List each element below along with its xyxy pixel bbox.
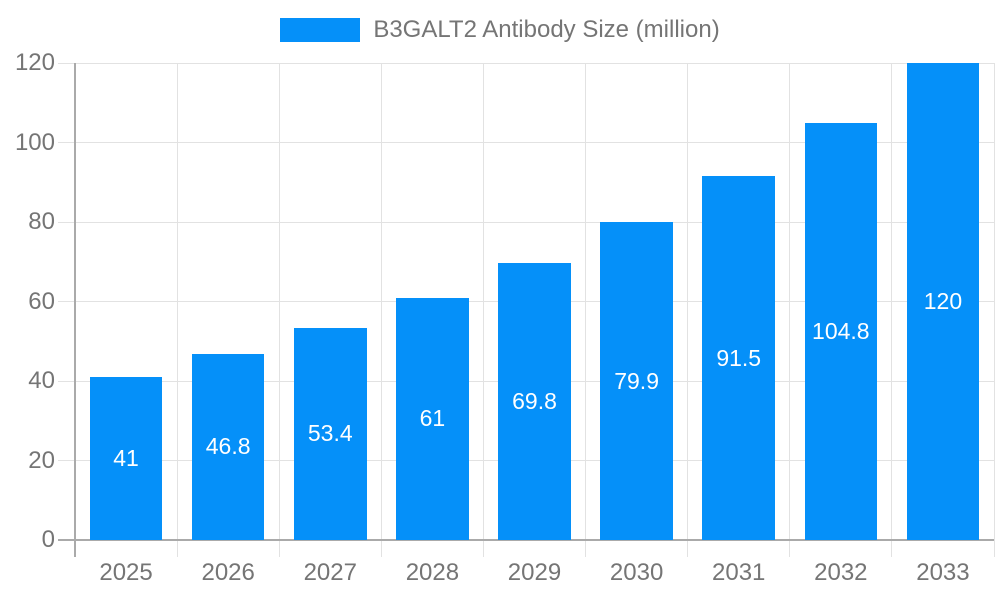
gridline-horizontal [58, 62, 994, 64]
x-axis-line [58, 539, 994, 541]
bar-value-label: 61 [419, 405, 446, 432]
x-axis-label-2031: 2031 [712, 559, 766, 586]
bar-value-label: 41 [113, 445, 139, 471]
bar-value-label: 91.5 [716, 344, 762, 371]
y-axis-line [74, 63, 76, 557]
y-axis-tick-label: 40 [28, 367, 55, 394]
bar-value-label: 79.9 [614, 367, 659, 394]
gridline-vertical [891, 63, 893, 557]
bar-2031[interactable]: 91.5 [702, 176, 775, 540]
x-axis-label-2032: 2032 [814, 559, 868, 586]
x-axis-label-2027: 2027 [303, 559, 357, 586]
gridline-horizontal [58, 142, 994, 143]
bar-value-label: 104.8 [812, 318, 870, 345]
x-axis-label-2025: 2025 [99, 559, 153, 586]
bar-2033[interactable]: 120 [906, 63, 980, 540]
bar-2025[interactable]: 41 [89, 377, 163, 540]
gridline-vertical [993, 63, 995, 557]
bar-2029[interactable]: 69.8 [498, 262, 571, 540]
x-axis-label-2033: 2033 [916, 559, 970, 586]
gridline-vertical [482, 63, 484, 557]
gridline-vertical [585, 63, 587, 557]
bar-value-label: 69.8 [512, 387, 557, 414]
bar-2028[interactable]: 61 [396, 297, 469, 540]
x-axis-label-2028: 2028 [405, 559, 460, 586]
y-axis-tick-label: 20 [28, 446, 55, 474]
bar-2026[interactable]: 46.8 [191, 353, 265, 540]
gridline-vertical [687, 63, 689, 557]
x-axis-label-2030: 2030 [609, 559, 664, 586]
gridline-horizontal [58, 221, 994, 223]
y-axis-tick-label: 60 [28, 287, 55, 315]
plot-area: 0 20 40 60 80 100 120 41 2025 46.8 2026 53.4 2027 61 2… [15, 49, 995, 586]
bar-value-label: 46.8 [205, 433, 251, 460]
bar-value-label: 53.4 [307, 420, 353, 447]
gridline-vertical [380, 63, 382, 557]
legend-label: B3GALT2 Antibody Size (million) [373, 16, 720, 43]
bar-2030[interactable]: 79.9 [600, 222, 673, 540]
y-axis-tick-label: 120 [14, 49, 55, 76]
bar-2032[interactable]: 104.8 [804, 123, 878, 540]
y-axis-tick-label: 0 [41, 526, 55, 553]
legend-item[interactable]: B3GALT2 Antibody Size (million) [0, 16, 1000, 44]
y-axis-tick-label: 100 [14, 128, 55, 156]
x-axis-label-2026: 2026 [201, 559, 255, 586]
bar-2027[interactable]: 53.4 [294, 327, 367, 540]
legend-swatch [280, 18, 361, 42]
x-axis-label-2029: 2029 [507, 559, 562, 586]
gridline-vertical [176, 63, 178, 557]
bar-value-label: 120 [923, 288, 963, 314]
gridline-vertical [278, 63, 280, 557]
gridline-vertical [789, 63, 791, 557]
y-axis-tick-label: 80 [28, 208, 55, 235]
